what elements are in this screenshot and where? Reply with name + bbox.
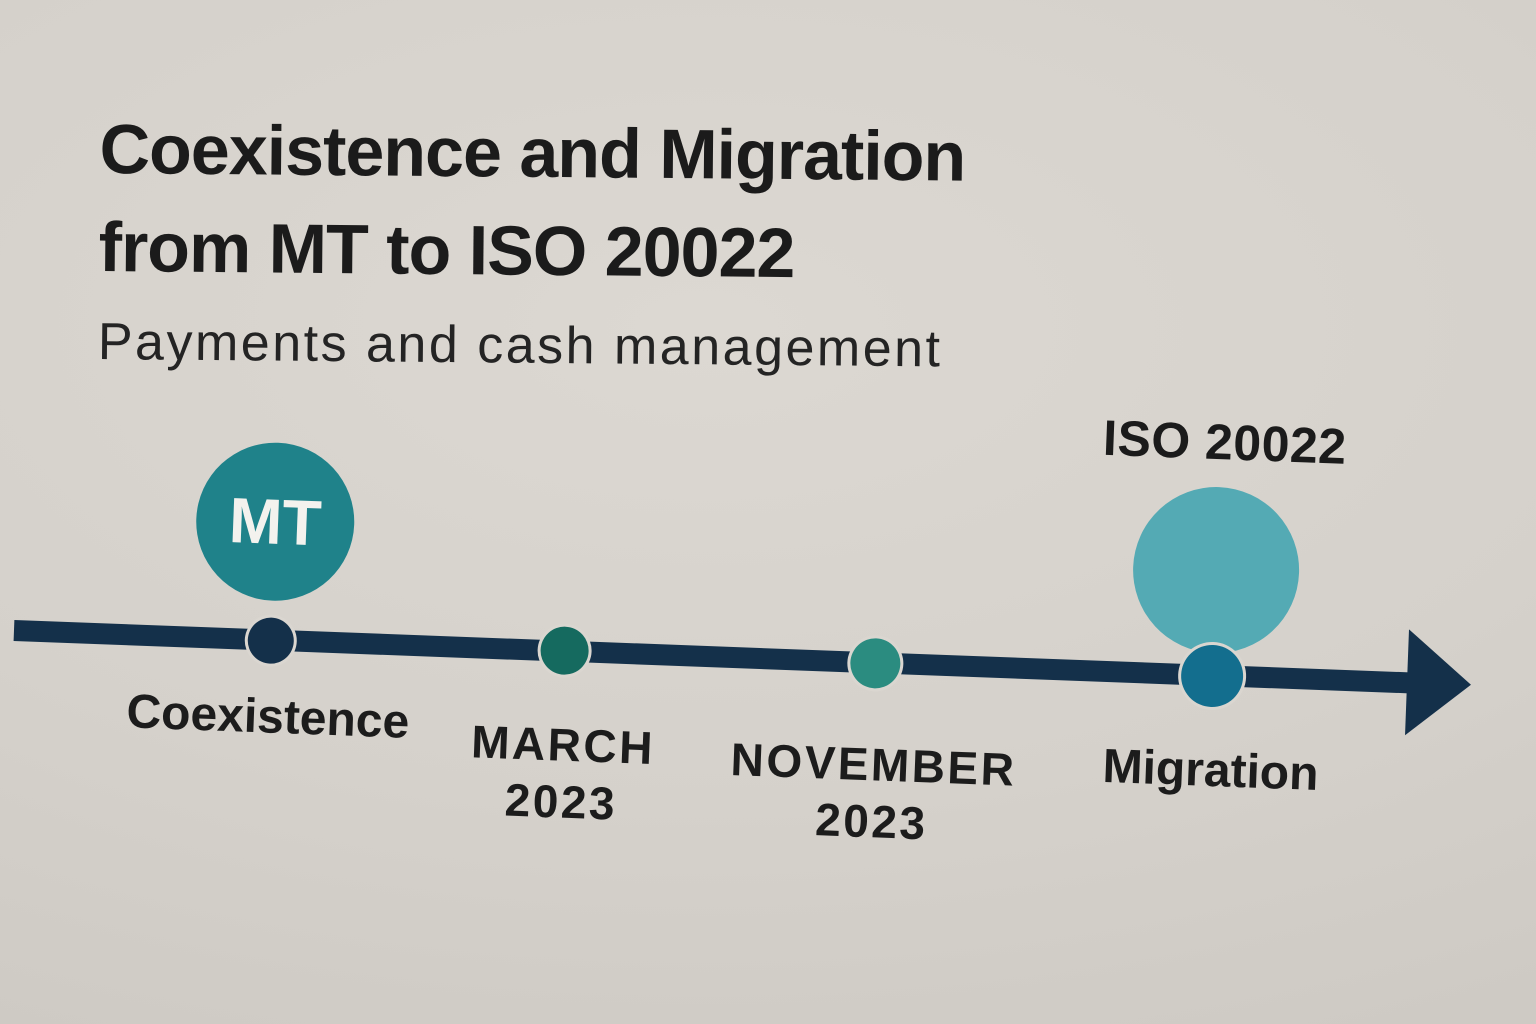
- iso-20022-label: ISO 20022: [1102, 409, 1348, 475]
- milestone-label-coexistence: Coexistence: [125, 685, 411, 749]
- milestone-dot-march-2023: [539, 625, 590, 676]
- page-title-line-2: from MT to ISO 20022: [98, 207, 795, 293]
- page-subtitle: Payments and cash management: [97, 312, 943, 379]
- milestone-dot-coexistence: [246, 616, 295, 665]
- milestone-label-november-line-1: NOVEMBER: [729, 732, 1018, 796]
- milestone-dot-migration: [1179, 643, 1245, 709]
- milestone-label-migration: Migration: [1101, 739, 1320, 802]
- milestone-label-march-line-1: MARCH: [470, 715, 656, 775]
- milestone-label-march-line-2: 2023: [503, 773, 619, 830]
- milestone-label-november-2023: NOVEMBER 2023: [728, 731, 1018, 856]
- page-title-line-1: Coexistence and Migration: [99, 109, 966, 196]
- arrow-right-icon: [1405, 629, 1473, 738]
- milestone-label-november-line-2: 2023: [814, 793, 929, 850]
- timeline: MT ISO 20022 Coexistence MARCH 2023 NOVE…: [2, 410, 1483, 995]
- mt-bubble: MT: [193, 439, 358, 604]
- header: Coexistence and Migration from MT to ISO…: [98, 100, 1200, 382]
- iso-20022-bubble: [1130, 483, 1303, 657]
- page-title: Coexistence and Migration from MT to ISO…: [98, 100, 1200, 306]
- milestone-label-march-2023: MARCH 2023: [468, 713, 656, 834]
- milestone-dot-november-2023: [849, 637, 902, 690]
- mt-bubble-label: MT: [227, 484, 323, 560]
